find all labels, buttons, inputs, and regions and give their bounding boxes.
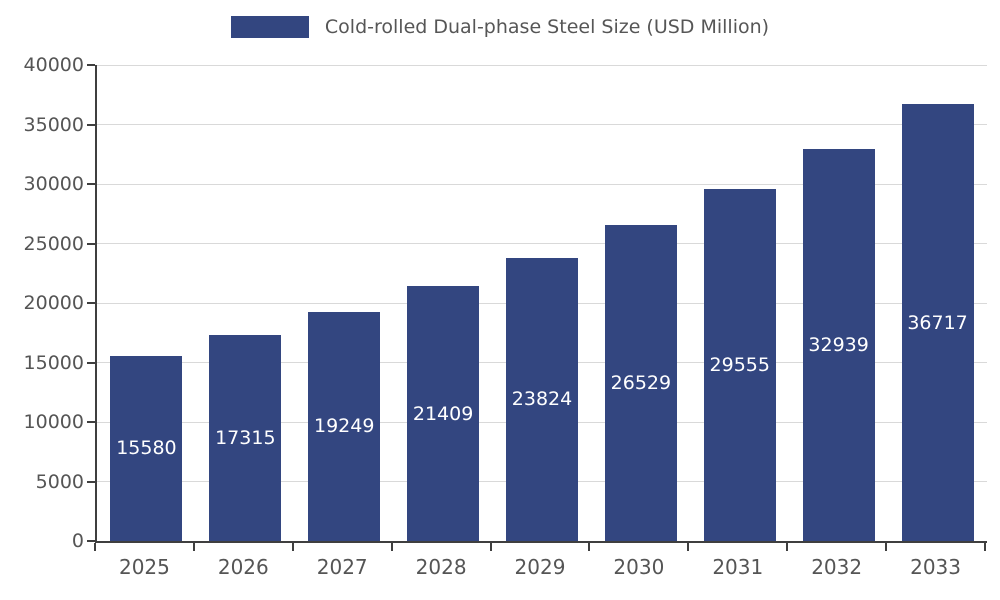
bar: 26529 [604, 225, 677, 541]
y-tick-label: 40000 [23, 54, 84, 76]
y-tick-label: 30000 [23, 173, 84, 195]
bar-value-label: 19249 [313, 415, 375, 438]
x-tick-label: 2033 [910, 555, 961, 579]
bar-value-label: 29555 [709, 354, 770, 377]
y-tick-label: 5000 [35, 470, 84, 493]
chart-title: Cold-rolled Dual-phase Steel Size (USD M… [324, 16, 770, 38]
gridline [97, 183, 987, 185]
x-axis-tick [588, 543, 591, 551]
bar: 29555 [703, 189, 776, 541]
gridline [97, 243, 987, 244]
bar-value-label: 23824 [511, 388, 573, 411]
x-axis-tick [687, 543, 690, 551]
x-tick-label: 2032 [811, 555, 863, 579]
y-axis-tick [87, 242, 95, 245]
y-axis-tick [87, 421, 95, 423]
legend-item[interactable]: Cold-rolled Dual-phase Steel Size (USD M… [230, 16, 770, 38]
bar-value-label: 26529 [610, 372, 672, 395]
x-axis-tick [885, 543, 888, 551]
plot-area: 15580 17315 19249 21409 23824 26529 29555 32939… [95, 64, 987, 543]
x-tick-label: 2031 [712, 555, 764, 579]
y-axis-tick [87, 183, 95, 185]
x-axis-tick [489, 543, 492, 551]
x-axis-tick [192, 543, 195, 551]
y-tick-label: 15000 [23, 351, 84, 374]
bar-value-label: 32939 [808, 334, 869, 357]
y-axis-tick [87, 64, 95, 66]
x-axis-tick [984, 543, 986, 551]
y-tick-label: 35000 [23, 113, 84, 136]
bar-value-label: 21409 [412, 402, 474, 425]
y-axis-tick [87, 302, 95, 304]
bar: 23824 [506, 257, 578, 541]
legend: Cold-rolled Dual-phase Steel Size (USD M… [0, 16, 1000, 38]
bar: 32939 [802, 149, 875, 541]
y-axis-tick [87, 123, 95, 126]
bar: 15580 [110, 355, 183, 541]
x-tick-label: 2030 [613, 555, 665, 579]
x-tick-label: 2029 [514, 555, 566, 579]
x-axis-tick [390, 543, 393, 551]
bar: 17315 [209, 334, 282, 541]
legend-swatch-icon [230, 16, 309, 38]
bar: 19249 [308, 311, 381, 541]
bar: 36717 [901, 104, 974, 541]
y-axis-tick [87, 480, 95, 483]
x-tick-label: 2027 [316, 555, 368, 579]
bar-value-label: 15580 [116, 437, 177, 460]
y-axis-tick [87, 540, 95, 542]
x-axis-tick [94, 543, 96, 551]
y-tick-label: 0 [71, 530, 84, 552]
x-axis-tick [786, 543, 789, 551]
bar-value-label: 17315 [215, 426, 276, 449]
gridline [97, 64, 987, 66]
y-tick-label: 10000 [23, 411, 84, 433]
y-tick-label: 20000 [23, 292, 84, 314]
x-axis-tick [291, 543, 294, 551]
x-tick-label: 2028 [415, 555, 467, 579]
x-tick-label: 2025 [118, 555, 170, 579]
y-axis-tick [87, 361, 95, 364]
gridline [97, 124, 987, 125]
y-tick-label: 25000 [23, 232, 84, 255]
x-tick-label: 2026 [217, 555, 269, 579]
bar-value-label: 36717 [907, 311, 968, 334]
bar: 21409 [407, 286, 480, 541]
